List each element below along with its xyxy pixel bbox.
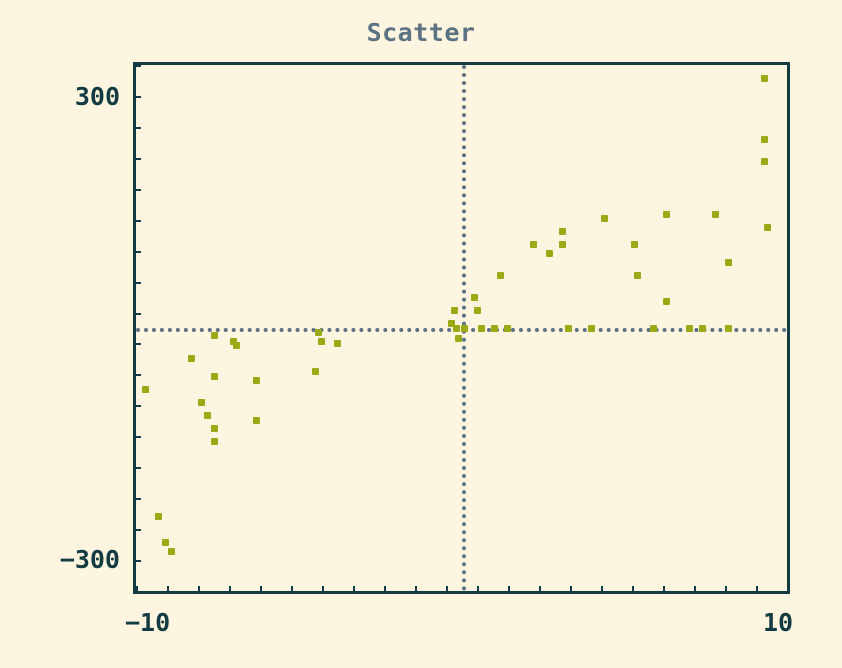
data-point	[763, 223, 771, 231]
y-axis-tick	[136, 95, 141, 98]
data-point	[233, 342, 241, 350]
data-point	[197, 399, 205, 407]
data-point	[724, 258, 732, 266]
data-point	[451, 306, 459, 314]
x-axis-tick	[477, 586, 479, 591]
x-axis-tick-label-right: 10	[763, 608, 794, 637]
x-axis-tick	[694, 586, 696, 591]
x-axis-tick	[384, 586, 386, 591]
data-point	[633, 271, 641, 279]
x-axis-tick	[601, 586, 603, 591]
x-axis-tick	[136, 586, 138, 591]
chart-title: Scatter	[366, 18, 476, 47]
data-point	[448, 320, 456, 328]
data-point	[210, 425, 218, 433]
x-axis-tick-label-left: −10	[125, 608, 171, 637]
data-point	[760, 136, 768, 144]
data-point	[318, 337, 326, 345]
data-point	[210, 372, 218, 380]
x-axis-tick	[446, 586, 448, 591]
plot-canvas	[136, 65, 787, 591]
y-axis-tick	[136, 65, 141, 67]
data-point	[252, 416, 260, 424]
y-axis-tick	[136, 157, 141, 160]
data-point	[454, 335, 462, 343]
data-point	[558, 228, 566, 236]
data-point	[685, 324, 693, 332]
y-axis-tick	[136, 281, 141, 284]
y-axis-tick	[136, 560, 141, 563]
data-point	[168, 548, 176, 556]
data-point	[204, 412, 212, 420]
data-point	[477, 324, 485, 332]
data-point	[471, 293, 479, 301]
data-point	[724, 324, 732, 332]
data-point	[490, 324, 498, 332]
x-axis-tick	[632, 586, 634, 591]
data-point	[711, 210, 719, 218]
data-point	[474, 306, 482, 314]
data-point	[529, 241, 537, 249]
data-point	[630, 241, 638, 249]
plot-area	[133, 62, 790, 594]
data-point	[334, 340, 342, 348]
y-axis-tick	[136, 374, 141, 377]
y-axis-tick-label-bottom: −300	[59, 545, 120, 574]
y-axis-tick	[136, 436, 141, 439]
data-point	[311, 368, 319, 376]
x-axis-tick	[353, 586, 355, 591]
x-axis-tick	[508, 586, 510, 591]
data-point	[461, 324, 469, 332]
y-axis-tick	[136, 529, 141, 532]
data-point	[252, 377, 260, 385]
data-point	[187, 355, 195, 363]
y-axis-tick	[136, 219, 141, 222]
data-point	[601, 214, 609, 222]
data-point	[558, 241, 566, 249]
data-point	[161, 539, 169, 547]
x-axis-tick	[725, 586, 727, 591]
y-axis-tick	[136, 405, 141, 408]
data-point	[663, 210, 671, 218]
x-axis-tick	[415, 586, 417, 591]
data-point	[210, 331, 218, 339]
data-point	[230, 337, 238, 345]
data-point	[545, 249, 553, 257]
data-point	[760, 74, 768, 82]
data-point	[698, 324, 706, 332]
data-point	[497, 271, 505, 279]
y-axis-tick	[136, 188, 141, 191]
x-axis-tick	[291, 586, 293, 591]
x-axis-tick	[322, 586, 324, 591]
data-point	[588, 324, 596, 332]
y-axis-tick	[136, 250, 141, 253]
y-axis-tick	[136, 498, 141, 501]
x-axis-tick	[229, 586, 231, 591]
data-point	[565, 324, 573, 332]
data-point	[453, 324, 461, 332]
data-point	[503, 324, 511, 332]
x-axis-tick	[756, 586, 758, 591]
x-axis-tick	[167, 586, 169, 591]
data-point	[663, 298, 671, 306]
data-point	[155, 512, 163, 520]
data-point	[314, 328, 322, 336]
x-axis-tick	[539, 586, 541, 591]
data-point	[142, 385, 150, 393]
y-axis-tick	[136, 126, 141, 129]
y-axis-tick	[136, 343, 141, 346]
data-point	[210, 438, 218, 446]
data-point	[760, 157, 768, 165]
x-axis-tick	[260, 586, 262, 591]
x-axis-tick	[570, 586, 572, 591]
x-axis-tick	[663, 586, 665, 591]
data-point	[650, 324, 658, 332]
x-axis-tick	[198, 586, 200, 591]
y-axis-tick	[136, 467, 141, 470]
y-axis-tick	[136, 312, 141, 315]
y-axis-tick-label-top: 300	[74, 82, 120, 111]
